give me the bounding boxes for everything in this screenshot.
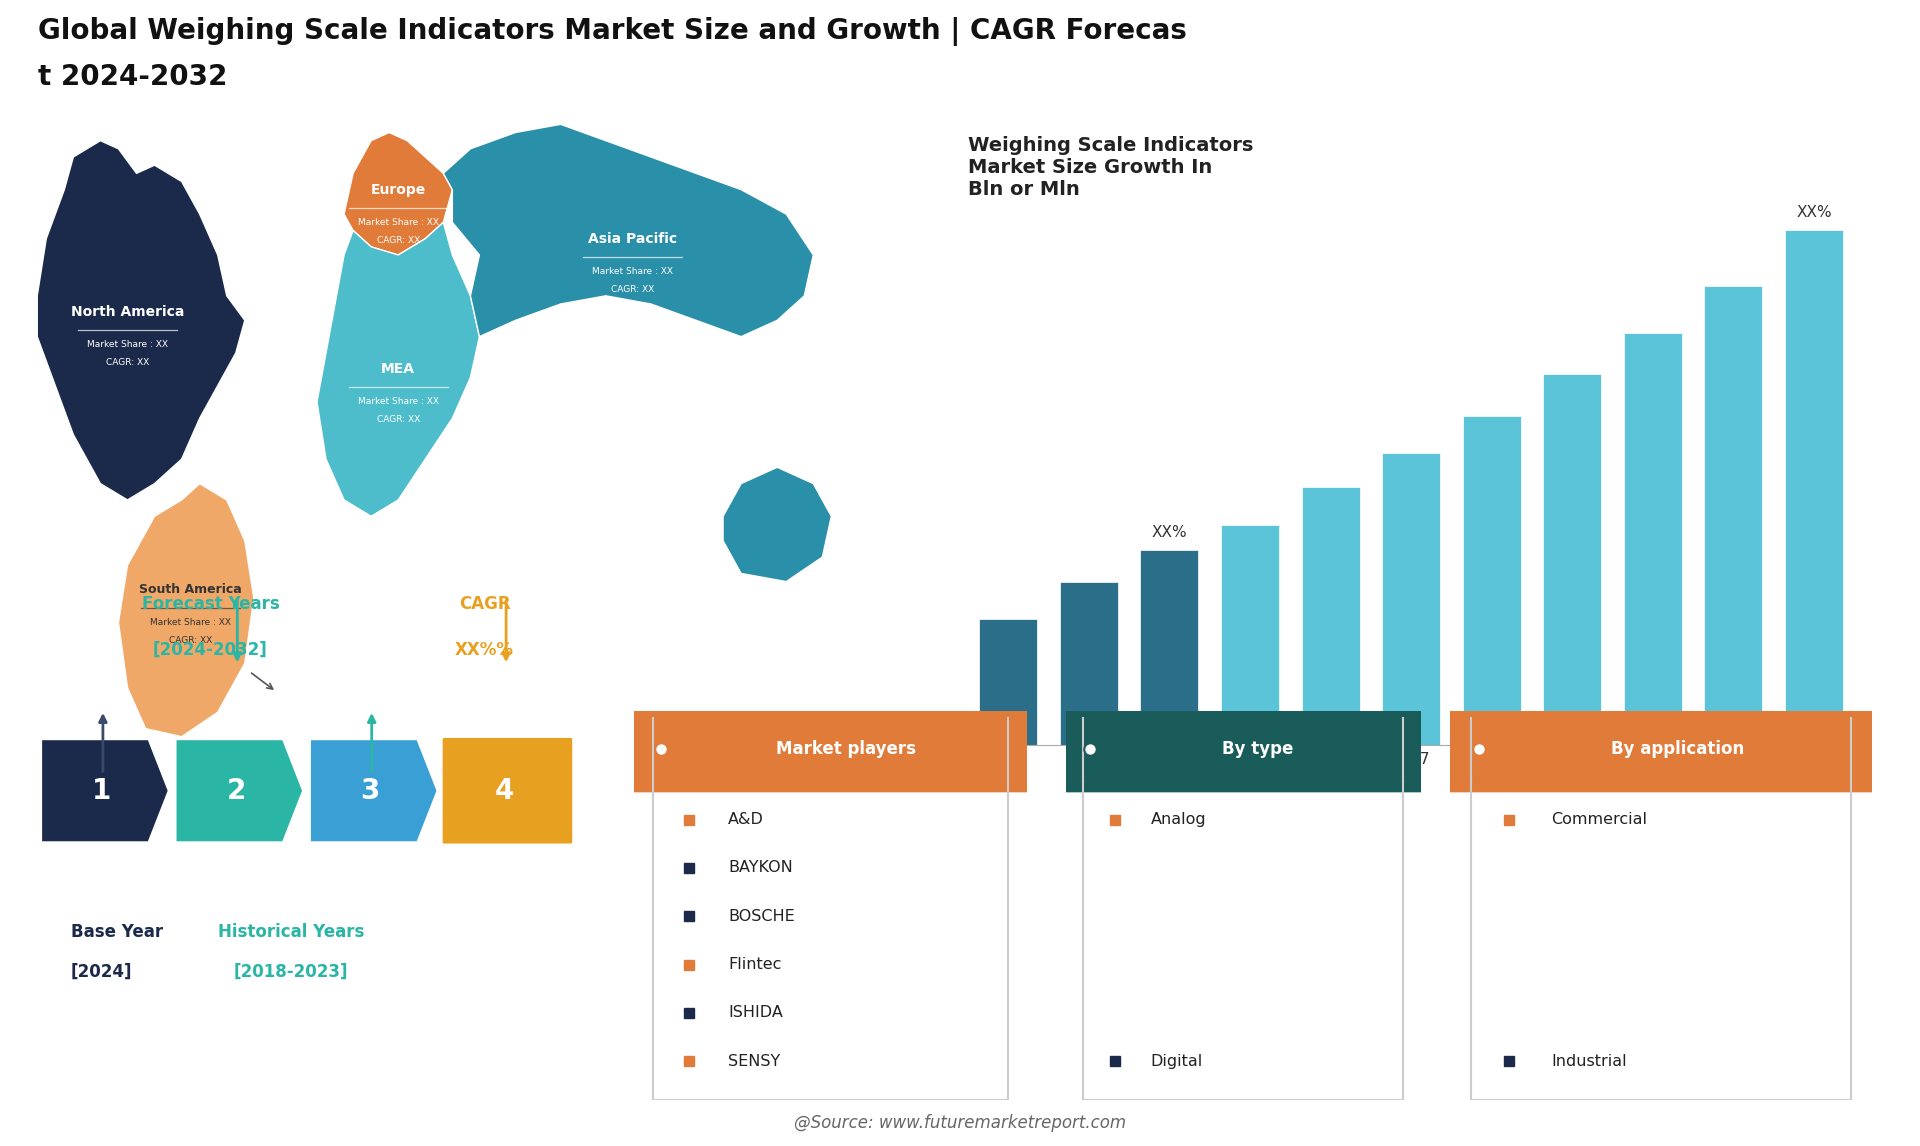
Polygon shape	[724, 468, 831, 582]
Polygon shape	[119, 484, 253, 737]
Text: Analog: Analog	[1150, 813, 1206, 827]
Bar	[1463, 416, 1521, 745]
Text: 4: 4	[495, 777, 515, 804]
Text: CAGR: XX: CAGR: XX	[376, 236, 420, 245]
Text: Market Share : XX: Market Share : XX	[86, 340, 167, 350]
Bar	[1382, 454, 1440, 745]
Bar	[979, 619, 1037, 745]
Bar	[1786, 230, 1843, 745]
Polygon shape	[309, 739, 438, 842]
Polygon shape	[317, 222, 480, 516]
Text: [2018-2023]: [2018-2023]	[234, 963, 348, 981]
Text: A&D: A&D	[728, 813, 764, 827]
Text: Digital: Digital	[1150, 1053, 1204, 1069]
Text: Asia Pacific: Asia Pacific	[588, 231, 678, 245]
Text: Flintec: Flintec	[728, 957, 781, 972]
Text: BOSCHE: BOSCHE	[728, 909, 795, 924]
Polygon shape	[36, 141, 246, 500]
Text: SENSY: SENSY	[728, 1053, 780, 1069]
Text: Historical Years: Historical Years	[217, 923, 365, 941]
Text: 1: 1	[92, 777, 111, 804]
Text: ISHIDA: ISHIDA	[728, 1005, 783, 1020]
Text: 3: 3	[361, 777, 380, 804]
Text: CAGR: XX: CAGR: XX	[106, 359, 150, 367]
Bar	[1302, 487, 1359, 745]
Text: CAGR: XX: CAGR: XX	[169, 636, 213, 645]
Text: t 2024-2032: t 2024-2032	[38, 63, 228, 91]
Text: Industrial: Industrial	[1551, 1053, 1626, 1069]
Text: Global Weighing Scale Indicators Market Size and Growth | CAGR Forecas: Global Weighing Scale Indicators Market …	[38, 17, 1187, 46]
Bar	[1140, 550, 1198, 745]
Text: Market Share : XX: Market Share : XX	[150, 618, 230, 627]
Text: Weighing Scale Indicators
Market Size Growth In
Bln or Mln: Weighing Scale Indicators Market Size Gr…	[968, 135, 1254, 198]
Polygon shape	[344, 133, 453, 256]
FancyBboxPatch shape	[442, 737, 574, 845]
Polygon shape	[175, 739, 303, 842]
Text: MEA: MEA	[382, 362, 415, 376]
Text: CAGR: CAGR	[459, 595, 511, 613]
Text: XX%%: XX%%	[455, 641, 515, 659]
Text: North America: North America	[71, 305, 184, 319]
Polygon shape	[444, 125, 814, 337]
FancyBboxPatch shape	[1054, 707, 1432, 792]
Text: @Source: www.futuremarketreport.com: @Source: www.futuremarketreport.com	[795, 1114, 1125, 1132]
Text: South America: South America	[140, 583, 242, 596]
Text: Forecast Years: Forecast Years	[142, 595, 278, 613]
Text: [2024]: [2024]	[71, 963, 132, 981]
Polygon shape	[40, 739, 169, 842]
Text: Commercial: Commercial	[1551, 813, 1647, 827]
Text: Market Share : XX: Market Share : XX	[357, 398, 438, 407]
Text: [2024-2032]: [2024-2032]	[154, 641, 267, 659]
Text: Base Year: Base Year	[71, 923, 163, 941]
Text: Market Share : XX: Market Share : XX	[593, 267, 674, 276]
Bar	[1544, 375, 1601, 745]
Text: Market players: Market players	[776, 740, 916, 759]
Text: Europe: Europe	[371, 182, 426, 197]
Text: 2: 2	[227, 777, 246, 804]
Text: XX%: XX%	[1152, 525, 1187, 540]
Bar	[1060, 582, 1117, 745]
Bar	[1705, 286, 1763, 745]
Text: BAYKON: BAYKON	[728, 861, 793, 876]
Text: Market Share : XX: Market Share : XX	[357, 218, 438, 227]
Text: CAGR: XX: CAGR: XX	[376, 415, 420, 424]
Text: XX%: XX%	[1797, 205, 1832, 220]
Text: By application: By application	[1611, 740, 1745, 759]
FancyBboxPatch shape	[622, 707, 1039, 792]
FancyBboxPatch shape	[1436, 707, 1885, 792]
Bar	[1221, 525, 1279, 745]
Text: CAGR: XX: CAGR: XX	[611, 284, 655, 293]
Text: By type: By type	[1221, 740, 1292, 759]
Bar	[1624, 332, 1682, 745]
